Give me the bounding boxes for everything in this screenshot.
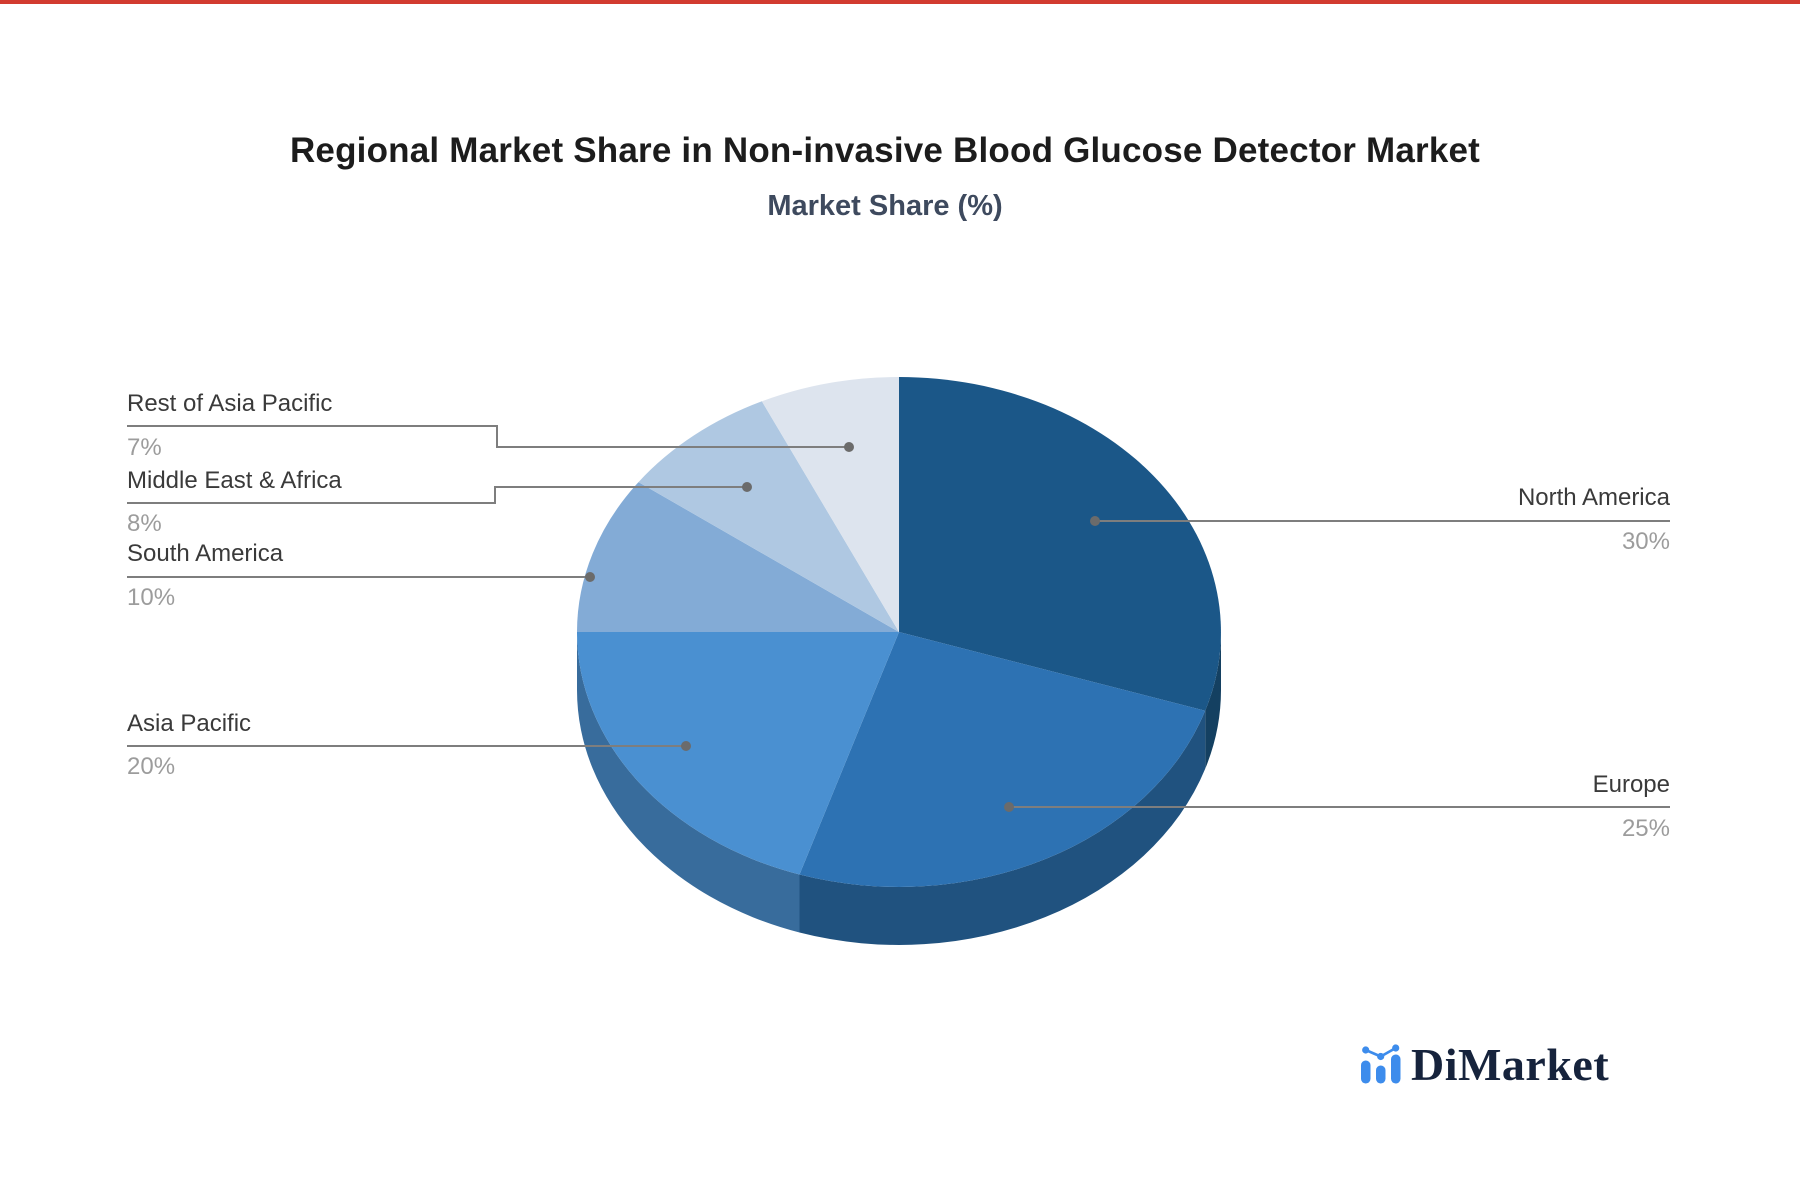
logo-text: DiMarket xyxy=(1411,1039,1610,1091)
pie-side-north-america xyxy=(1205,632,1221,769)
leader-dot-south-america xyxy=(585,572,595,582)
leader-line-middle-east-africa xyxy=(127,486,744,504)
top-border xyxy=(0,0,1800,4)
callout-pct-rest-of-asia-pacific: 7% xyxy=(127,434,162,461)
callout-name-rest-of-asia-pacific: Rest of Asia Pacific xyxy=(127,390,333,417)
chart-title: Regional Market Share in Non-invasive Bl… xyxy=(289,131,1481,170)
leader-dot-rest-of-asia-pacific xyxy=(844,442,854,452)
chart-subtitle: Market Share (%) xyxy=(767,190,1003,222)
callout-pct-north-america: 30% xyxy=(1621,528,1670,555)
callout-name-asia-pacific: Asia Pacific xyxy=(127,710,252,737)
leader-dots xyxy=(585,442,1100,812)
pie-slice-north-america[interactable] xyxy=(899,377,1221,711)
leader-line-rest-of-asia-pacific xyxy=(127,425,846,448)
callout-name-south-america: South America xyxy=(127,540,284,567)
pie-side-asia-pacific xyxy=(577,632,800,933)
callout-pct-asia-pacific: 20% xyxy=(127,753,176,780)
callout-name-europe: Europe xyxy=(1592,771,1670,798)
pie-slice-middle-east-africa[interactable] xyxy=(638,401,900,632)
pie-slice-south-america[interactable] xyxy=(577,482,899,632)
pie-slice-rest-of-asia-pacific[interactable] xyxy=(761,377,899,632)
callout-pct-south-america: 10% xyxy=(127,584,176,611)
leader-dot-asia-pacific xyxy=(681,741,691,751)
logo-link[interactable]: DiMarket xyxy=(1360,1039,1610,1091)
callout-pct-europe: 25% xyxy=(1621,815,1670,842)
leader-lines xyxy=(127,425,1670,808)
leader-dot-north-america xyxy=(1090,516,1100,526)
leader-dot-middle-east-africa xyxy=(742,482,752,492)
pie-slices xyxy=(577,377,1221,887)
callout-pct-middle-east-africa: 8% xyxy=(127,510,162,537)
pie-slice-asia-pacific[interactable] xyxy=(577,632,899,875)
pie-slice-europe[interactable] xyxy=(799,632,1206,887)
bar-chart-sparkline-icon xyxy=(1361,1044,1401,1084)
pie-side-europe xyxy=(799,710,1206,945)
leader-dot-europe xyxy=(1004,802,1014,812)
callout-name-north-america: North America xyxy=(1517,484,1670,511)
pie-3d-sides xyxy=(577,632,1221,945)
callout-name-middle-east-africa: Middle East & Africa xyxy=(127,467,342,494)
